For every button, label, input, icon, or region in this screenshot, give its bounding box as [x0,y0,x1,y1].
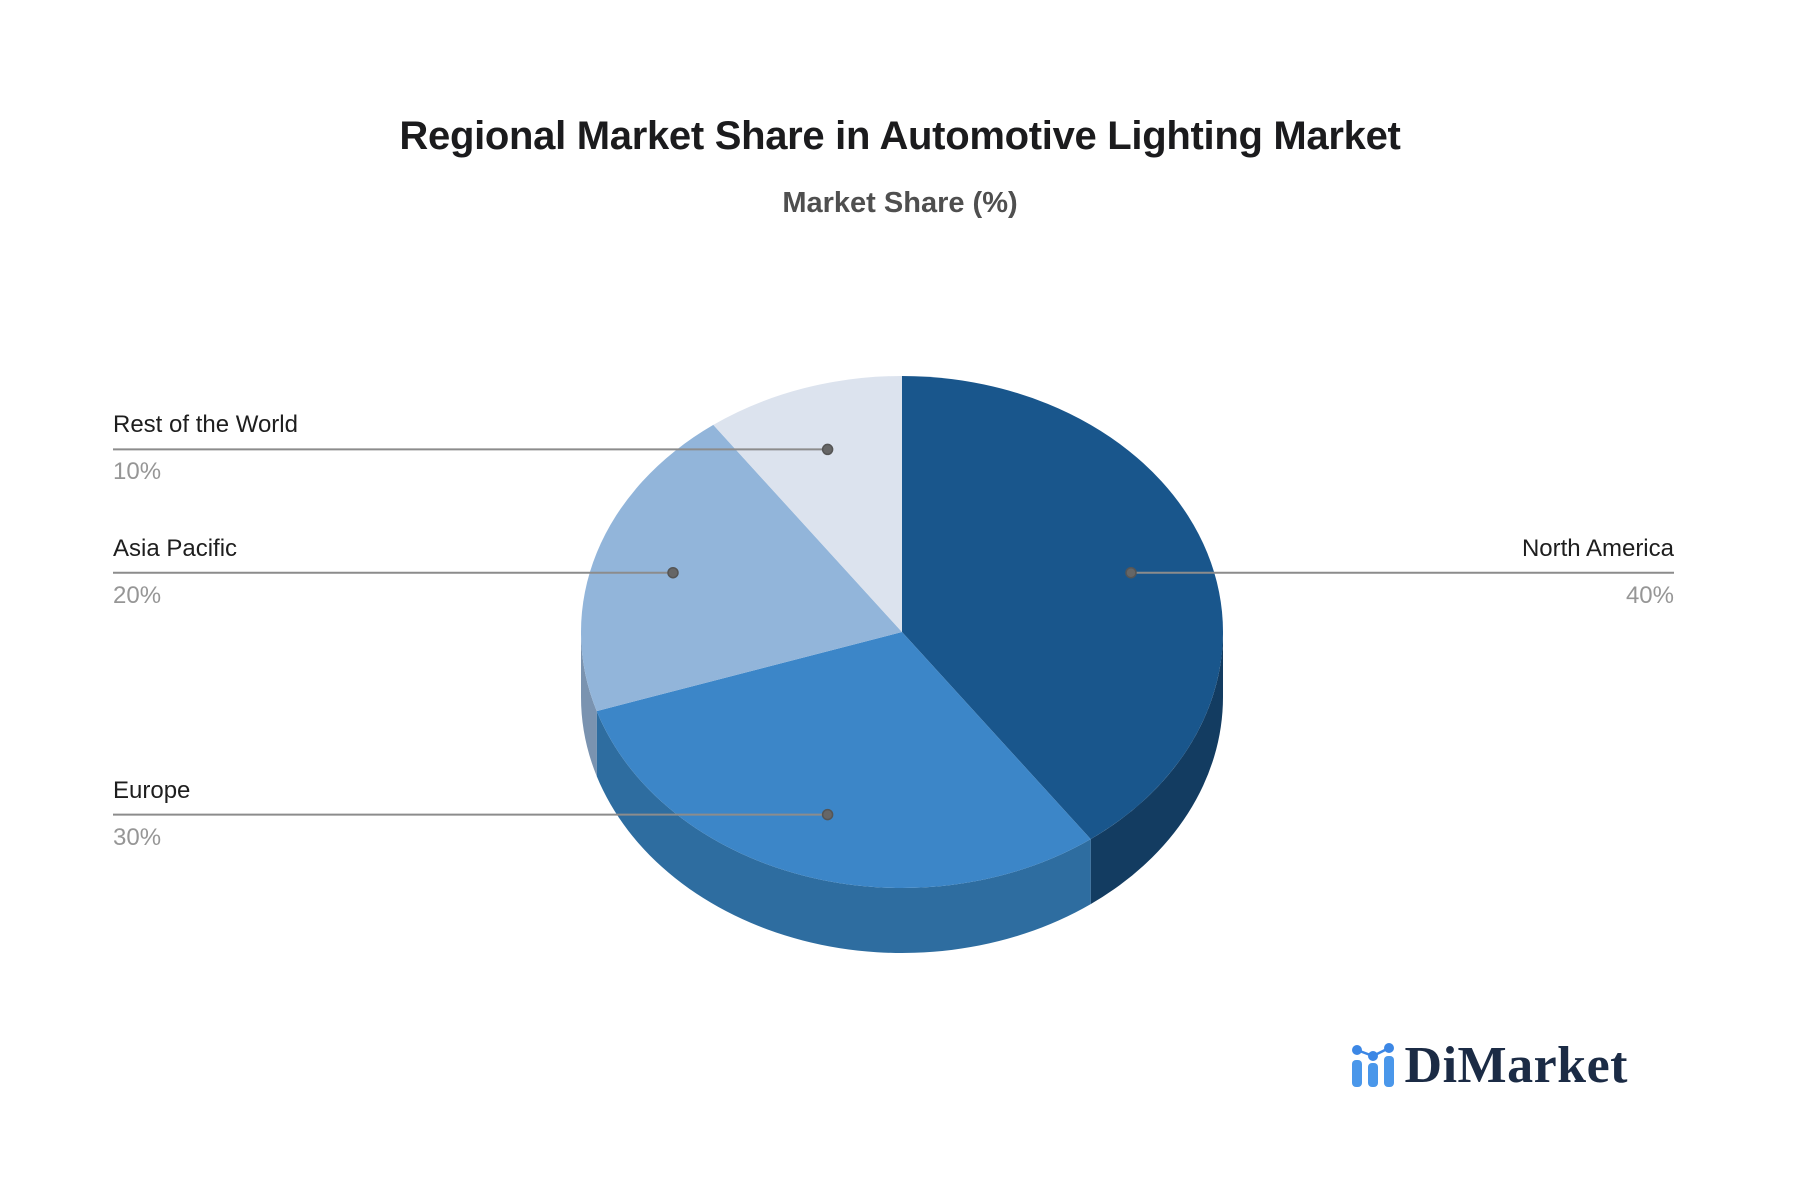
slice-name: Rest of the World [113,411,298,439]
leader-dot-asia-pacific [667,566,679,579]
bar-line-chart-icon [1351,1043,1394,1087]
pie-slice-side-europe [596,711,1091,954]
chart-subtitle: Market Share (%) [782,187,1018,219]
leader-dot-north-america [1125,566,1137,579]
slice-name: Asia Pacific [113,534,238,562]
slice-percent: 40% [1625,581,1674,609]
logo-text: DiMarket [1404,1037,1628,1094]
pie-slice-europe[interactable] [596,632,1091,889]
slice-name: North America [1521,534,1674,562]
leader-dot-rest-of-the-world [821,443,834,456]
chart-title: Regional Market Share in Automotive Ligh… [399,114,1401,158]
slice-percent: 20% [113,581,162,609]
pie-slice-side-asia-pacific [581,632,597,777]
leader-dot-europe [821,808,834,821]
slice-percent: 10% [113,458,162,486]
pie-slice-rest-of-the-world[interactable] [713,376,902,632]
slice-name: Europe [113,776,191,804]
pie-slice-asia-pacific[interactable] [580,424,902,712]
logo: DiMarket [1350,1040,1628,1092]
pie-slice-side-north-america [1090,632,1223,905]
slice-percent: 30% [113,823,162,851]
pie-slice-north-america[interactable] [902,376,1224,840]
